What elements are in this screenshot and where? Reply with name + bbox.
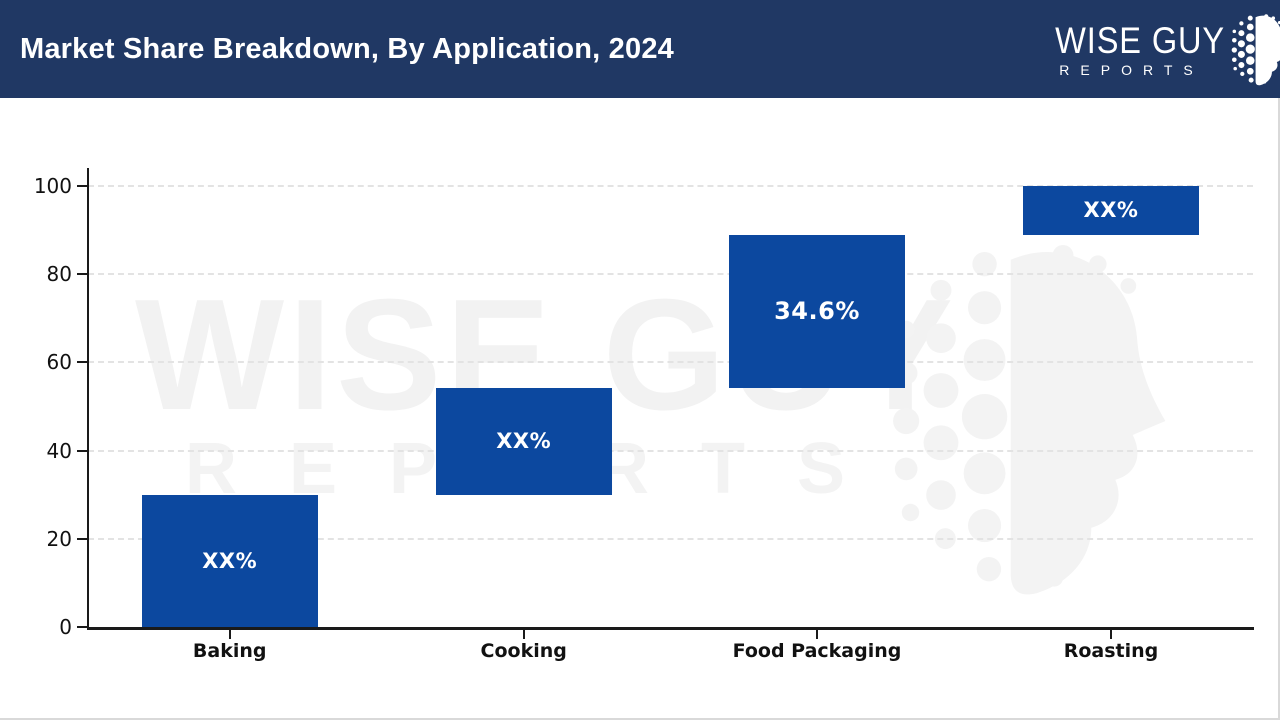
bar-value-label: XX% <box>1083 198 1139 223</box>
right-border-line <box>1278 98 1280 720</box>
y-tick-label: 40 <box>46 438 72 463</box>
bar-value-label: 34.6% <box>774 297 860 326</box>
y-axis-line <box>87 168 89 629</box>
logo-subtitle: REPORTS <box>1059 62 1204 78</box>
gridline <box>88 361 1253 364</box>
gridline <box>88 537 1253 540</box>
x-category-label: Food Packaging <box>732 640 902 662</box>
dotted-head-profile-icon <box>880 225 1185 617</box>
x-axis-line <box>87 627 1254 630</box>
bar-segment-baking: XX% <box>141 495 318 627</box>
y-tick <box>77 185 87 187</box>
bar-value-label: XX% <box>496 429 552 454</box>
header-bar: Market Share Breakdown, By Application, … <box>0 0 1280 98</box>
gridline <box>88 273 1253 276</box>
x-category-label: Cooking <box>480 640 567 662</box>
y-tick <box>77 626 87 628</box>
wise-guy-reports-logo: WISE GUY REPORTS <box>1032 6 1272 94</box>
x-tick <box>1110 630 1112 639</box>
y-tick <box>77 361 87 364</box>
x-category-label: Baking <box>192 640 267 662</box>
bar-value-label: XX% <box>202 549 258 574</box>
dotted-head-profile-icon <box>1229 11 1280 89</box>
y-tick <box>77 273 87 276</box>
y-tick-label: 80 <box>46 262 72 287</box>
bar-segment-food-packaging: 34.6% <box>729 234 905 388</box>
logo-wordmark: WISE GUY <box>1055 20 1226 61</box>
x-tick <box>228 630 231 639</box>
bar-segment-roasting: XX% <box>1023 186 1199 235</box>
gridline <box>88 185 1253 187</box>
logo-text: WISE GUY REPORTS <box>1032 22 1225 78</box>
y-tick-label: 0 <box>59 615 72 639</box>
y-tick-label: 60 <box>46 350 72 375</box>
y-tick <box>77 449 87 452</box>
y-tick-label: 20 <box>46 526 72 551</box>
gridline <box>88 449 1253 452</box>
bar-segment-cooking: XX% <box>435 387 612 496</box>
y-tick <box>77 537 87 540</box>
x-category-label: Roasting <box>1063 640 1159 662</box>
bottom-border-line <box>0 718 1280 720</box>
x-tick <box>816 630 818 639</box>
x-tick <box>522 630 525 639</box>
y-tick-label: 100 <box>33 174 72 198</box>
page-title: Market Share Breakdown, By Application, … <box>20 32 674 65</box>
